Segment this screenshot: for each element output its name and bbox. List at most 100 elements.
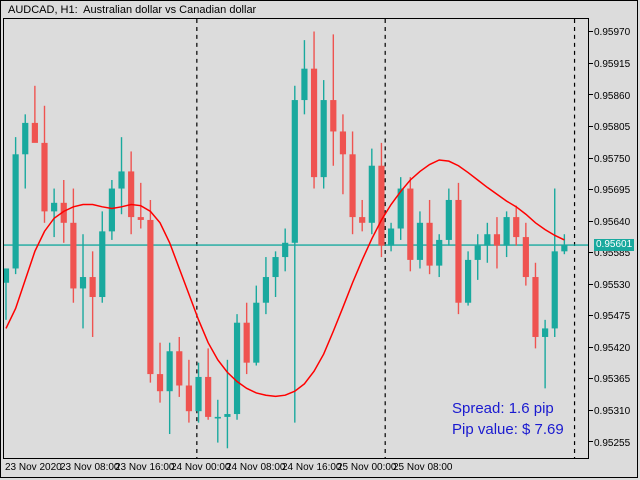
moving-average-line bbox=[5, 159, 565, 398]
candle-body bbox=[532, 277, 539, 337]
candle-body bbox=[89, 277, 96, 298]
price-tick-label: 0.95970 bbox=[594, 27, 631, 39]
price-tick-label: 0.95750 bbox=[594, 153, 631, 165]
candle-body bbox=[31, 122, 38, 143]
price-tick-label: 0.95365 bbox=[594, 374, 631, 386]
candle-body bbox=[436, 239, 443, 266]
price-tick: 0.95915 bbox=[589, 60, 630, 70]
candle-body bbox=[378, 165, 385, 246]
price-tick-label: 0.95585 bbox=[594, 248, 631, 260]
price-tick-label: 0.95695 bbox=[594, 185, 631, 197]
candle-body bbox=[282, 242, 289, 258]
candle-body bbox=[551, 251, 558, 329]
candle-body bbox=[493, 234, 501, 246]
candle-body bbox=[243, 322, 250, 363]
time-tick-label: 25 Nov 00:00 bbox=[337, 462, 397, 473]
chart-title: AUDCAD, H1: Australian dollar vs Canadia… bbox=[8, 4, 257, 16]
price-tick-mark bbox=[589, 409, 593, 411]
ma-polyline bbox=[5, 159, 565, 398]
candle-body bbox=[484, 234, 491, 246]
candle-body bbox=[465, 259, 472, 303]
candle-body bbox=[176, 351, 183, 386]
price-tick-label: 0.95255 bbox=[594, 437, 631, 449]
candle-body bbox=[407, 188, 414, 260]
candle-body bbox=[253, 302, 260, 363]
candle-body bbox=[22, 122, 29, 155]
price-axis[interactable]: 0.95970 0.95915 0.95860 0.95805 0.95750 0.956… bbox=[589, 18, 637, 459]
candle-body bbox=[147, 219, 154, 375]
price-tick-mark bbox=[589, 157, 593, 159]
price-tick-mark bbox=[589, 441, 593, 443]
candle-body bbox=[137, 217, 144, 220]
price-tick-label: 0.95860 bbox=[594, 90, 631, 102]
price-tick: 0.95365 bbox=[589, 375, 630, 385]
candle-body bbox=[108, 188, 115, 232]
chart-plot-area[interactable] bbox=[3, 18, 589, 459]
candle-body bbox=[70, 222, 77, 289]
candle-body bbox=[4, 268, 10, 283]
candle-body bbox=[51, 202, 58, 212]
price-tick-mark bbox=[589, 315, 593, 317]
price-tick-mark bbox=[589, 62, 593, 64]
candle-body bbox=[310, 68, 318, 178]
price-tick: 0.95420 bbox=[589, 343, 630, 354]
candle-body bbox=[445, 199, 452, 240]
candle-body bbox=[474, 245, 481, 260]
price-tick: 0.95970 bbox=[589, 28, 630, 38]
candle-body bbox=[522, 237, 529, 278]
time-tick-label: 23 Nov 08:00 bbox=[60, 462, 120, 473]
time-tick-label: 24 Nov 00:00 bbox=[171, 462, 231, 473]
candlestick-series bbox=[4, 31, 568, 449]
price-tick: 0.95530 bbox=[589, 279, 631, 291]
price-tick-label: 0.95805 bbox=[594, 122, 631, 134]
price-tick-mark bbox=[589, 346, 593, 348]
candlestick-canvas bbox=[4, 19, 588, 458]
candle-body bbox=[513, 217, 520, 238]
price-tick: 0.95475 bbox=[589, 312, 630, 322]
candle-body bbox=[272, 257, 279, 278]
price-tick: 0.95695 bbox=[589, 186, 630, 196]
candle-body bbox=[195, 376, 202, 412]
price-tick-mark bbox=[589, 94, 593, 96]
candle-body bbox=[561, 245, 568, 252]
chart-plot-inner bbox=[4, 19, 588, 458]
price-tick-mark bbox=[589, 378, 593, 380]
price-tick: 0.95255 bbox=[589, 437, 631, 449]
price-tick-label: 0.95530 bbox=[594, 279, 631, 291]
price-tick: 0.95310 bbox=[589, 406, 630, 417]
price-tick: 0.95860 bbox=[589, 90, 631, 102]
candle-body bbox=[41, 142, 48, 212]
price-tick-label: 0.95915 bbox=[594, 59, 631, 71]
candle-body bbox=[368, 165, 375, 223]
pip-value-label: Pip value: $ 7.69 bbox=[452, 421, 564, 438]
candle-body bbox=[330, 100, 337, 132]
price-tick-mark bbox=[589, 189, 593, 191]
candle-body bbox=[12, 154, 19, 269]
candle-body bbox=[387, 228, 395, 246]
spread-label: Spread: 1.6 pip bbox=[452, 400, 554, 417]
candle-body bbox=[291, 100, 298, 243]
candle-body bbox=[359, 217, 366, 223]
candle-body bbox=[262, 277, 270, 303]
time-tick-label: 25 Nov 08:00 bbox=[393, 462, 453, 473]
session-separator-lines bbox=[196, 19, 576, 458]
price-tick: 0.95805 bbox=[589, 123, 630, 133]
candle-body bbox=[349, 154, 356, 218]
time-axis: 23 Nov 2020 23 Nov 08:00 23 Nov 16:00 24 No… bbox=[3, 459, 589, 479]
candle-body bbox=[214, 416, 221, 419]
time-tick-label: 24 Nov 08:00 bbox=[226, 462, 286, 473]
candle-body bbox=[503, 217, 510, 246]
price-tick-mark bbox=[589, 125, 593, 127]
candle-body bbox=[426, 222, 433, 266]
time-tick-label: 24 Nov 16:00 bbox=[282, 462, 342, 473]
candle-body bbox=[339, 131, 347, 155]
time-tick-label: 23 Nov 16:00 bbox=[115, 462, 175, 473]
price-tick-label: 0.95640 bbox=[594, 216, 631, 228]
price-tick: 0.95640 bbox=[589, 216, 631, 228]
candle-body bbox=[60, 202, 67, 223]
price-tick-mark bbox=[589, 31, 593, 33]
candle-body bbox=[233, 322, 241, 415]
candle-body bbox=[99, 231, 106, 298]
candle-body bbox=[185, 385, 192, 412]
